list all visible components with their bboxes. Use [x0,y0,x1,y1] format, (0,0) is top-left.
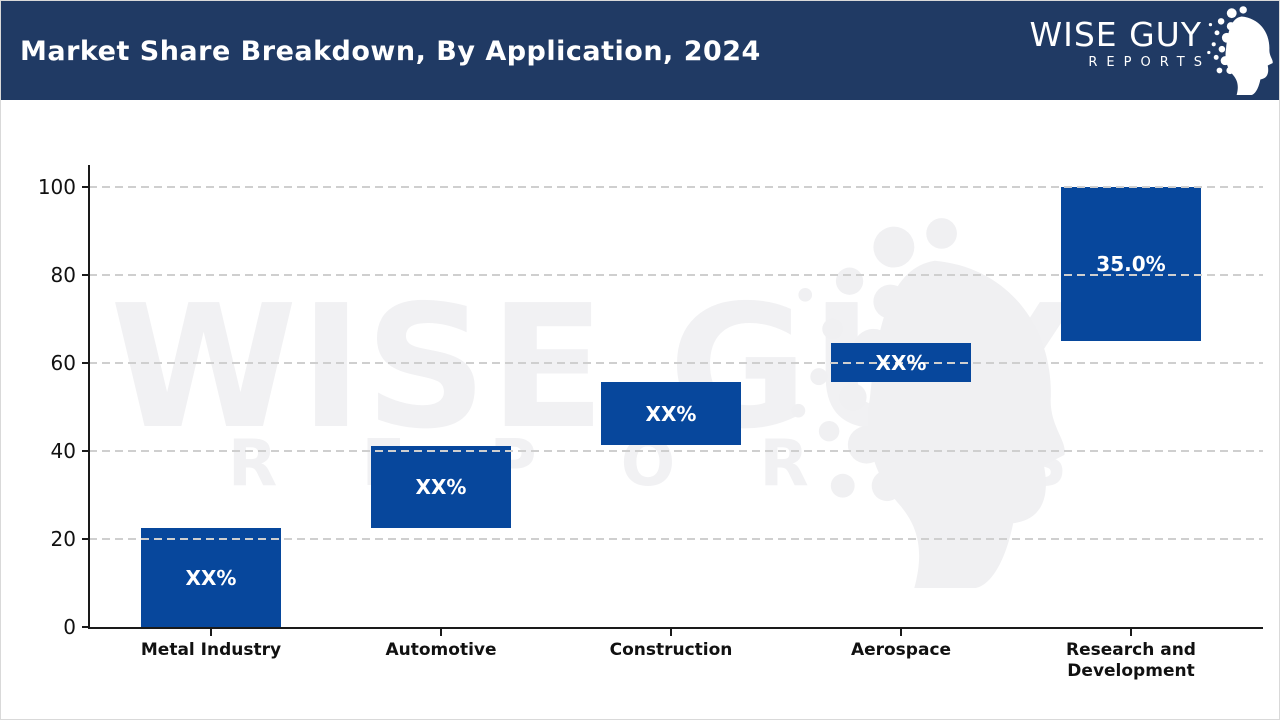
gridline-20 [89,538,1263,540]
y-axis-label-80: 80 [50,263,76,287]
wiseguy-logo: WISE GUY REPORTS [1029,18,1202,70]
bar-metal-industry [141,528,281,627]
gridline-100 [89,186,1263,188]
x-axis-tick-automotive [440,629,442,636]
chart-title: Market Share Breakdown, By Application, … [20,36,761,67]
x-axis-label-construction: Construction [609,640,733,660]
x-axis-label-automotive: Automotive [385,640,497,660]
y-axis-label-20: 20 [50,527,76,551]
y-axis-tick-100 [82,186,89,188]
y-axis-label-60: 60 [50,351,76,375]
y-axis-label-40: 40 [50,439,76,463]
x-axis-spine [88,627,1263,629]
gridline-80 [89,274,1263,276]
bar-value-label-automotive: XX% [415,474,467,499]
wiseguy-head-icon [1207,6,1273,95]
y-axis-tick-20 [82,538,89,540]
x-axis-label-research-and-development: Research and Development [1066,640,1196,682]
bar-value-label-research-and-development: 35.0% [1096,252,1166,277]
x-axis-tick-metal-industry [210,629,212,636]
header-band: Market Share Breakdown, By Application, … [0,0,1280,100]
y-axis-label-100: 100 [37,175,76,199]
y-axis-tick-40 [82,450,89,452]
bar-value-label-construction: XX% [645,401,697,426]
gridline-40 [89,450,1263,452]
logo-secondary-text: REPORTS [1088,55,1211,70]
bar-construction [601,382,741,446]
y-axis-tick-60 [82,362,89,364]
x-axis-tick-aerospace [900,629,902,636]
y-axis-label-0: 0 [63,615,76,639]
x-axis-tick-research-and-development [1130,629,1132,636]
logo-primary-text: WISE GUY [1029,15,1202,54]
y-axis-tick-0 [82,626,89,628]
y-axis-tick-80 [82,274,89,276]
bar-research-and-development [1061,187,1201,342]
watermark-head-icon [791,218,1065,588]
bar-value-label-metal-industry: XX% [185,565,237,590]
gridline-60 [89,362,1263,364]
bar-automotive [371,445,511,528]
y-axis-spine [88,165,90,629]
x-axis-tick-construction [670,629,672,636]
bar-value-label-aerospace: XX% [875,350,927,375]
x-axis-label-metal-industry: Metal Industry [140,640,282,660]
x-axis-label-aerospace: Aerospace [850,640,952,660]
